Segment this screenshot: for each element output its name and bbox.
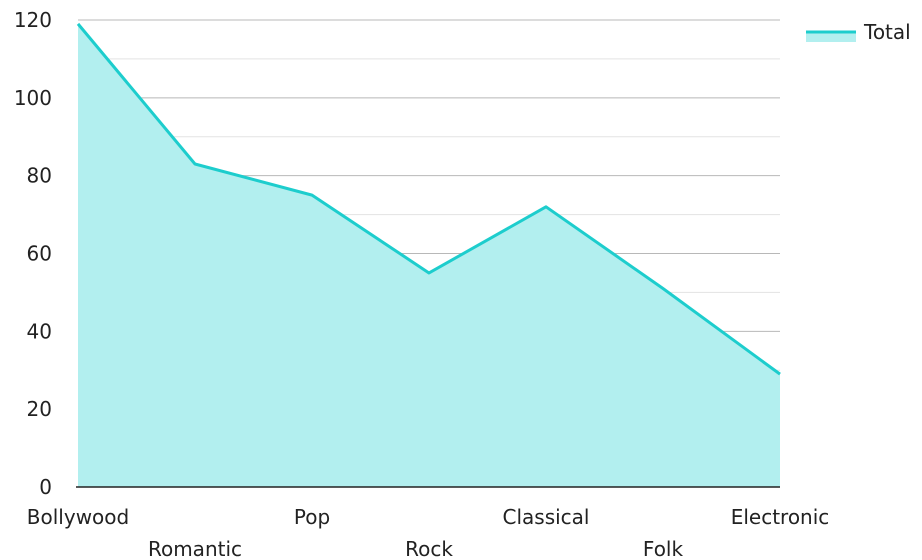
y-tick-label: 0 <box>39 475 52 499</box>
legend: Total <box>806 20 911 44</box>
x-axis-tick-labels: Bollywood Romantic Pop Rock Classical Folk Ele… <box>27 505 830 560</box>
y-tick-label: 40 <box>27 319 52 343</box>
y-axis-tick-labels: 0 20 40 60 80 100 120 <box>14 8 52 499</box>
legend-swatch-total <box>806 32 856 42</box>
x-tick-label: Pop <box>294 505 330 529</box>
y-tick-label: 80 <box>27 164 52 188</box>
x-tick-label: Rock <box>405 537 453 560</box>
y-tick-label: 60 <box>27 242 52 266</box>
series-area-total <box>78 23 780 488</box>
series-line-total <box>76 22 781 376</box>
x-tick-label: Bollywood <box>27 505 129 529</box>
y-tick-label: 120 <box>14 8 52 32</box>
legend-label-total: Total <box>863 20 911 44</box>
x-tick-label: Classical <box>503 505 590 529</box>
x-tick-label: Romantic <box>148 537 242 560</box>
y-tick-label: 20 <box>27 397 52 421</box>
x-tick-label: Folk <box>643 537 684 560</box>
y-tick-label: 100 <box>14 86 52 110</box>
x-tick-label: Electronic <box>731 505 830 529</box>
